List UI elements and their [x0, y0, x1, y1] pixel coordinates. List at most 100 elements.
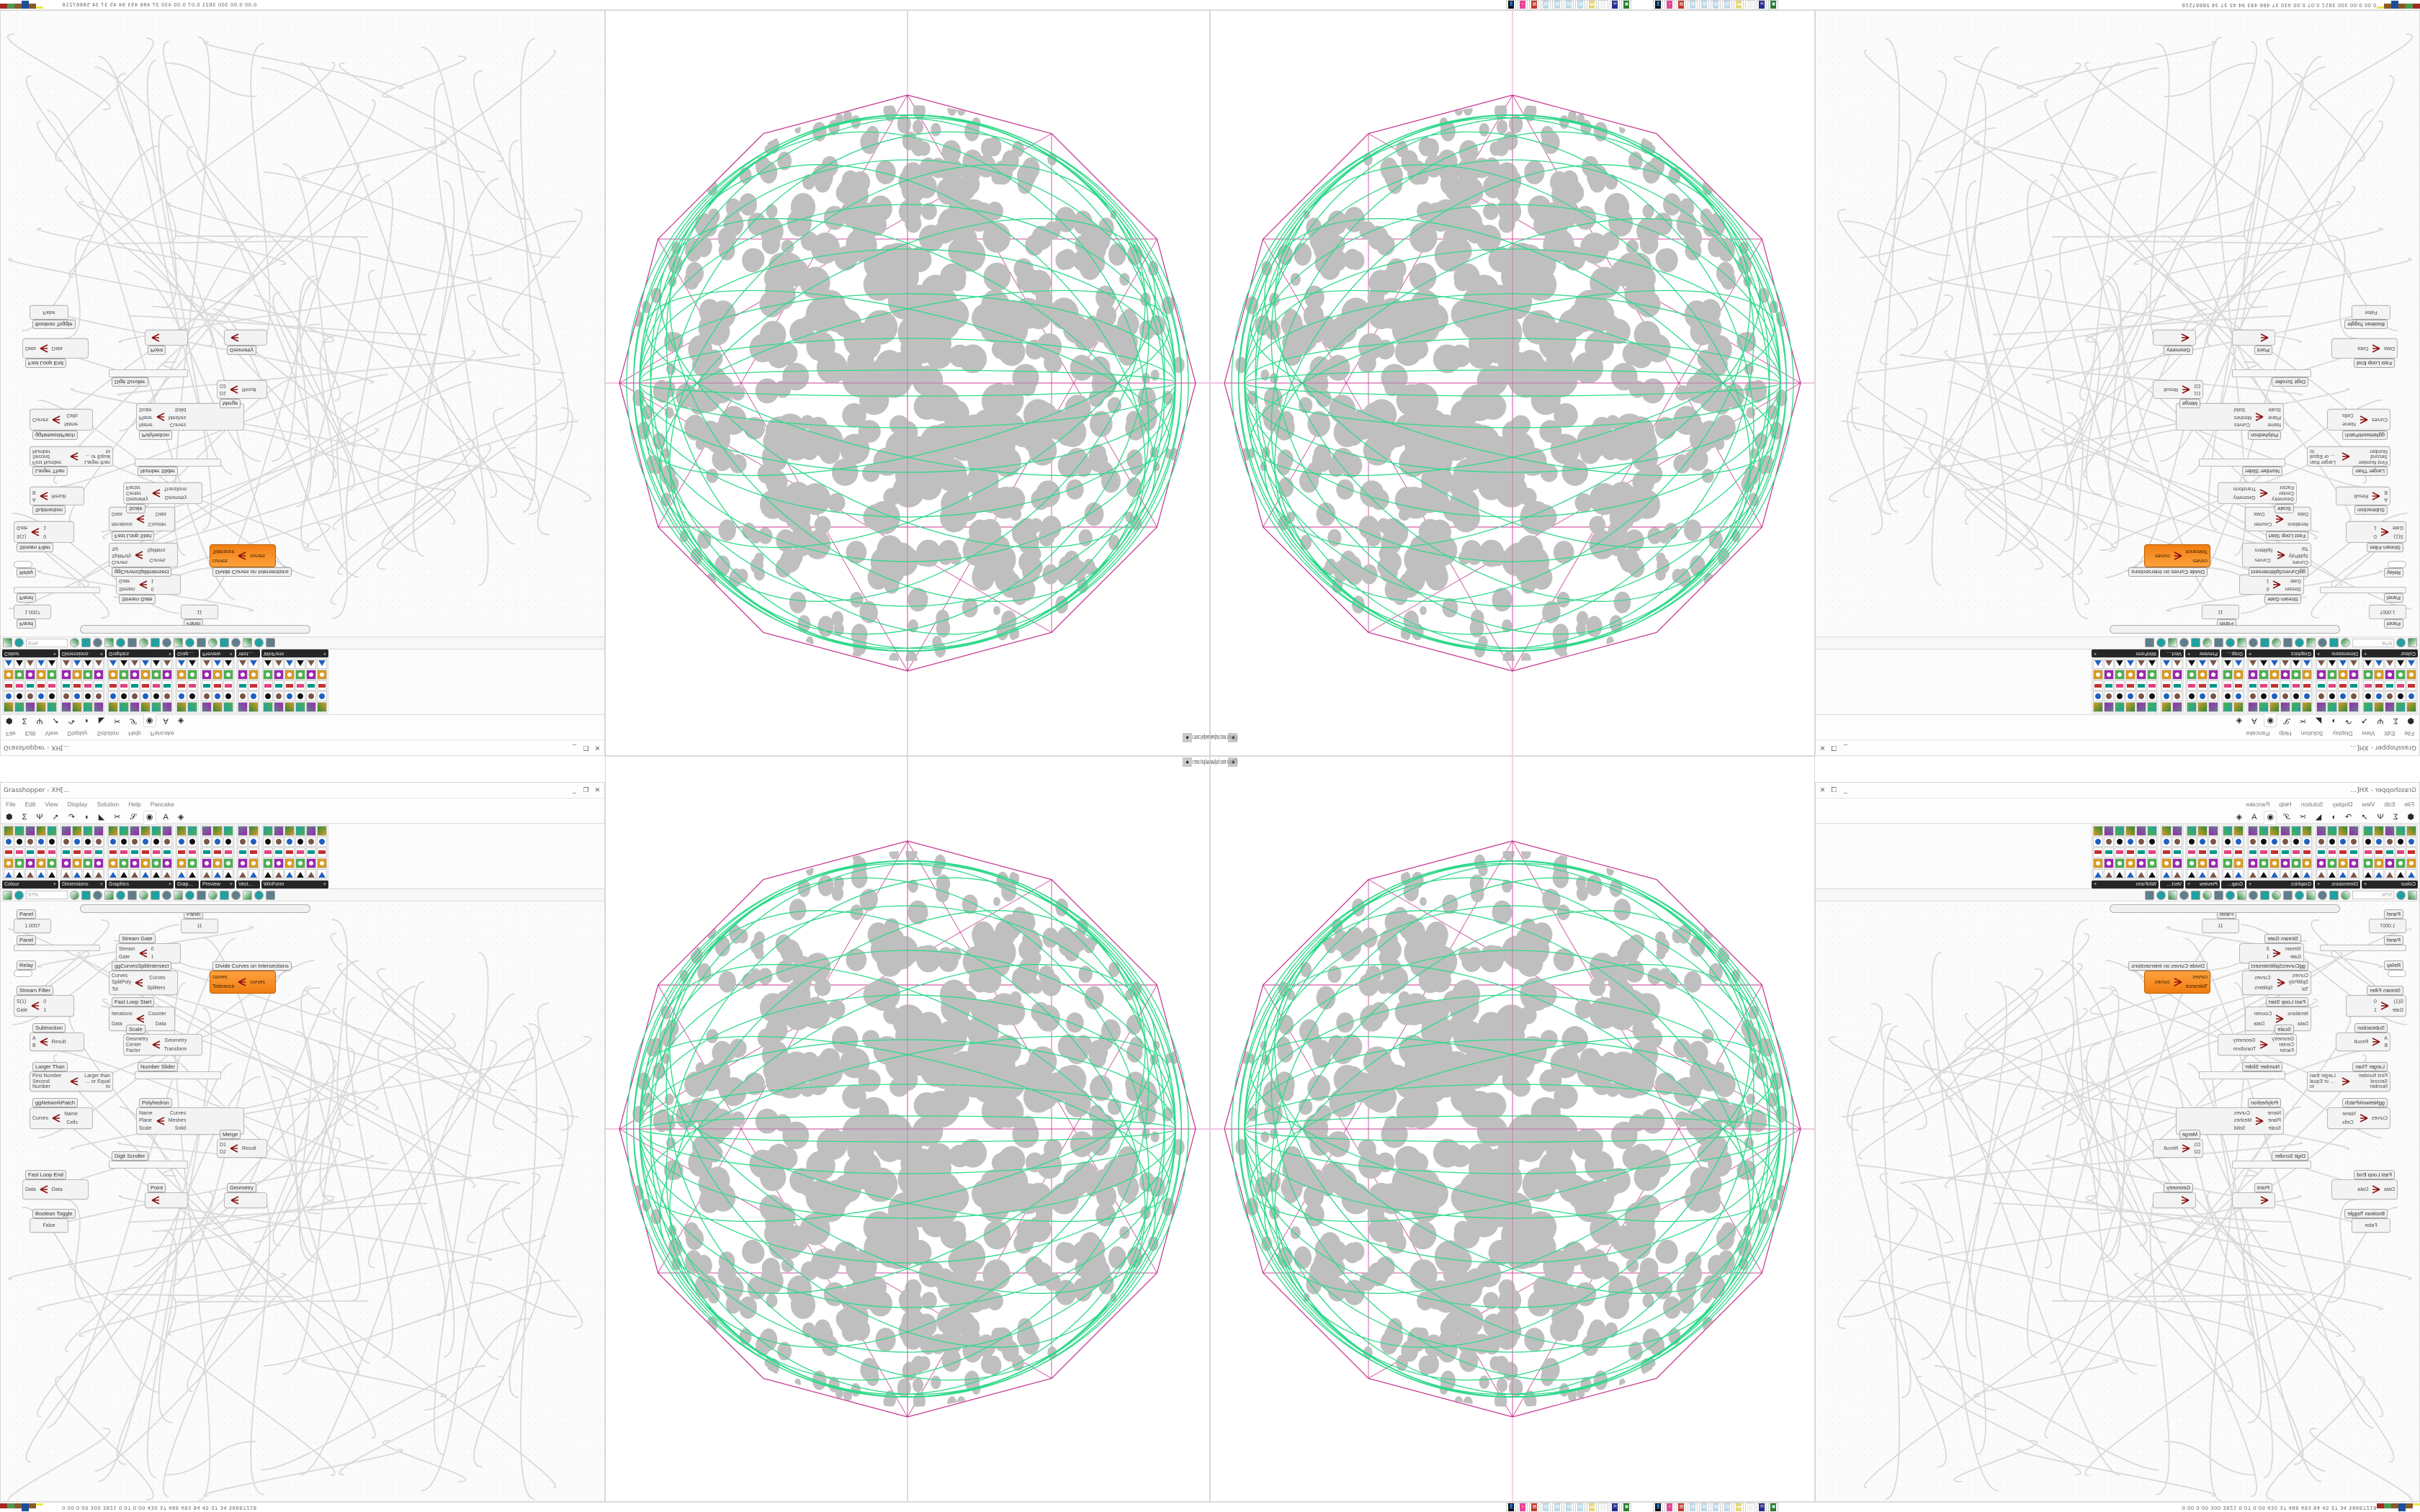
preview-teal-icon[interactable]: [2179, 638, 2189, 648]
component-icon[interactable]: [2396, 691, 2406, 701]
grasshopper-window-top-left[interactable]: Grasshopper - XH[... _ ❐ ✕ File Edit View Displ…: [0, 10, 605, 756]
component-icon[interactable]: [2291, 670, 2301, 680]
component-icon[interactable]: [61, 847, 71, 858]
component-icon[interactable]: [130, 869, 140, 879]
component-icon[interactable]: [2147, 659, 2157, 669]
component-icon[interactable]: [202, 670, 212, 680]
component-icon[interactable]: [2259, 826, 2269, 836]
gha-icon[interactable]: [127, 638, 137, 648]
output-port[interactable]: Larger than: [2310, 459, 2336, 464]
component-icon[interactable]: [284, 659, 295, 669]
component-icon[interactable]: [2385, 691, 2395, 701]
component-icon[interactable]: [187, 702, 197, 712]
component-icon[interactable]: [2136, 670, 2146, 680]
output-port[interactable]: Transform: [163, 1046, 187, 1052]
component-icon[interactable]: [317, 826, 327, 836]
input-port[interactable]: Iterations: [2287, 1011, 2308, 1017]
component-icon[interactable]: [36, 691, 46, 701]
node-inputs[interactable]: Curves: [30, 1108, 50, 1128]
component-icon[interactable]: [223, 670, 233, 680]
component-icon[interactable]: [61, 702, 71, 712]
component-icon[interactable]: [284, 847, 295, 858]
component-icon[interactable]: [25, 847, 35, 858]
output-port[interactable]: Result: [2164, 387, 2179, 392]
component-icon[interactable]: [4, 702, 14, 712]
help-icon[interactable]: [2249, 890, 2258, 900]
node-divide-curves-on-intersections[interactable]: curves Tolerance curves: [2144, 971, 2210, 994]
component-icon[interactable]: [2093, 837, 2103, 847]
tab-intersect[interactable]: ✂: [112, 811, 122, 823]
tab-curve[interactable]: ↷: [66, 811, 77, 823]
profiler-icon[interactable]: [2306, 890, 2316, 900]
ribbon-icon-grid[interactable]: [2185, 657, 2220, 714]
node-inputs[interactable]: Curves SplitPoly Tol: [2287, 971, 2311, 994]
component-icon[interactable]: [176, 826, 187, 836]
menu-item[interactable]: Display: [67, 801, 88, 808]
component-icon[interactable]: [202, 680, 212, 690]
component-icon[interactable]: [317, 858, 327, 868]
input-port[interactable]: Geometry: [126, 496, 148, 502]
node-inputs[interactable]: curves Tolerance: [210, 971, 236, 993]
component-icon[interactable]: [108, 826, 118, 836]
component-icon[interactable]: [2327, 837, 2337, 847]
rhino-doc-icon[interactable]: ▤: [1688, 1502, 1698, 1512]
ribbon-group-expander[interactable]: +: [99, 882, 103, 887]
component-icon[interactable]: [2316, 691, 2326, 701]
ribbon-group-expander[interactable]: +: [229, 882, 233, 887]
input-port[interactable]: A: [32, 497, 36, 503]
component-icon[interactable]: [212, 847, 223, 858]
node-geometry[interactable]: [224, 1192, 267, 1208]
preview-teal-icon[interactable]: [231, 890, 241, 900]
component-icon[interactable]: [130, 659, 140, 669]
ribbon-group-expander[interactable]: +: [2094, 651, 2097, 656]
tab-display[interactable]: ◉: [2264, 811, 2277, 824]
rhino-doc-icon[interactable]: ▤: [1722, 1502, 1733, 1512]
output-port[interactable]: … or Equal to: [2310, 449, 2336, 459]
node-outputs[interactable]: [2175, 1193, 2179, 1207]
component-icon[interactable]: [151, 659, 161, 669]
component-icon[interactable]: [212, 869, 223, 879]
component-icon[interactable]: [212, 680, 223, 690]
output-port[interactable]: Data: [51, 1187, 63, 1192]
tab-mesh[interactable]: ◣: [97, 811, 107, 823]
component-icon[interactable]: [2291, 680, 2301, 690]
node-subtraction[interactable]: A B Result: [2336, 1032, 2390, 1051]
input-port[interactable]: Name: [2267, 1110, 2281, 1116]
input-port[interactable]: Curves: [112, 973, 128, 979]
output-port[interactable]: Cells: [66, 1120, 78, 1125]
rhino-doc-icon[interactable]: ▤: [1575, 0, 1586, 10]
component-icon[interactable]: [2338, 858, 2348, 868]
component-icon[interactable]: [2115, 702, 2125, 712]
component-icon[interactable]: [151, 680, 161, 690]
ribbon-icon-grid[interactable]: [175, 657, 199, 714]
component-icon[interactable]: [36, 837, 46, 847]
node-inputs[interactable]: Name Plane Scale: [137, 1108, 155, 1134]
component-icon[interactable]: [25, 659, 35, 669]
component-icon[interactable]: [2115, 670, 2125, 680]
component-icon[interactable]: [238, 869, 248, 879]
node-outputs[interactable]: Larger than… or Equal to: [80, 447, 112, 466]
component-icon[interactable]: [2349, 826, 2359, 836]
node-ggcurvessplitintersect[interactable]: Curves SplitPoly Tol Curves Splitters: [109, 543, 178, 567]
bulb-icon[interactable]: [2237, 638, 2246, 648]
component-icon[interactable]: [2396, 702, 2406, 712]
output-port[interactable]: Result: [2354, 493, 2369, 499]
component-icon[interactable]: [2406, 826, 2416, 836]
input-port[interactable]: Iterations: [2287, 521, 2308, 527]
component-icon[interactable]: [94, 659, 104, 669]
ribbon-group-expander[interactable]: +: [323, 882, 326, 887]
component-icon[interactable]: [2396, 869, 2406, 879]
component-icon[interactable]: [2147, 858, 2157, 868]
component-icon[interactable]: [83, 847, 93, 858]
component-icon[interactable]: [151, 826, 161, 836]
preview-orange-icon[interactable]: [2156, 890, 2166, 900]
output-port[interactable]: Cells: [2342, 1120, 2354, 1125]
component-icon[interactable]: [14, 869, 24, 879]
ribbon-tab-strip[interactable]: ⬢ Σ Ψ ➚ ↷ ◗ ◣ ✂ 𝒮 ◉ A ◈: [1, 810, 604, 824]
component-icon[interactable]: [2093, 847, 2103, 858]
component-icon[interactable]: [187, 858, 197, 868]
component-icon[interactable]: [202, 702, 212, 712]
component-icon[interactable]: [202, 869, 212, 879]
